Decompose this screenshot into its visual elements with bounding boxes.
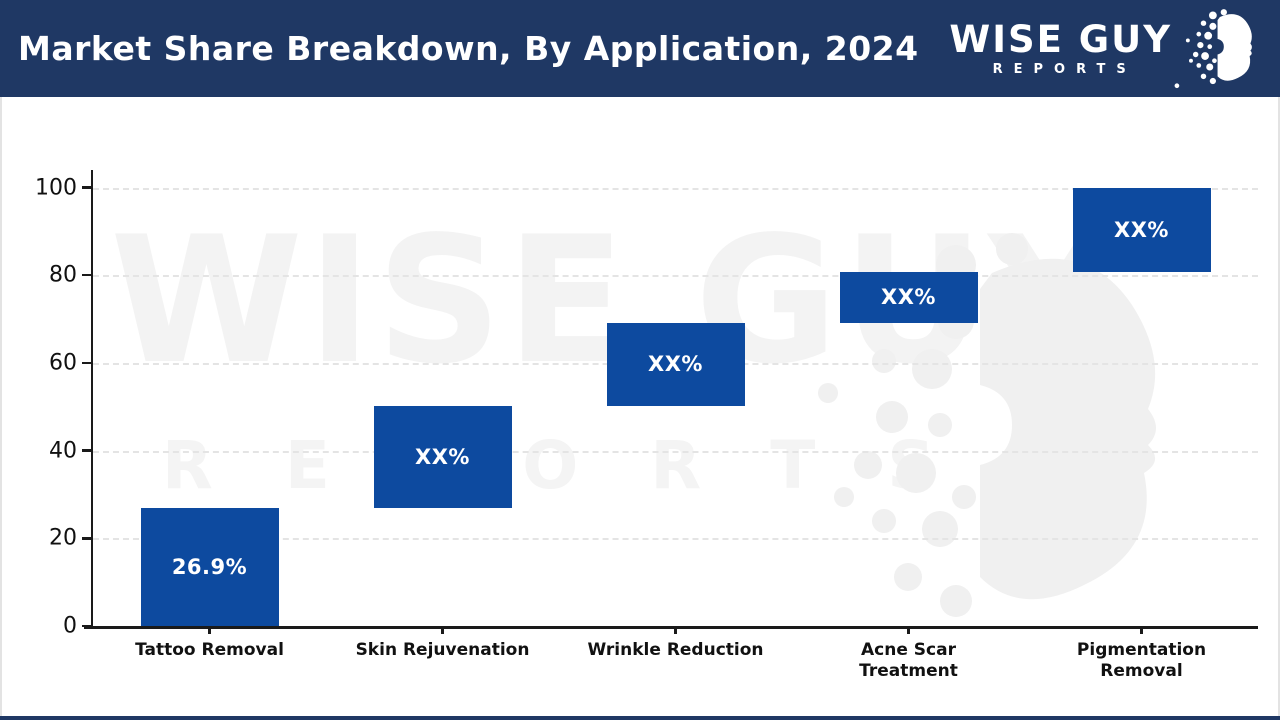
plot-area: 0 20 40 60 80 100 26.9% Tattoo Removal XX% Skin R… (35, 170, 1258, 681)
x-category-label-4: Pigmentation Removal (1076, 640, 1207, 682)
gridline-20 (93, 538, 1258, 541)
x-tick-mark-1 (441, 626, 444, 634)
y-tick-label-40: 40 (49, 438, 77, 464)
page-title: Market Share Breakdown, By Application, … (18, 29, 919, 68)
wiseguy-logo-text: WISE GUY REPORTS (949, 18, 1172, 77)
x-tick-mark-2 (674, 626, 677, 634)
bar-skin-rejuvenation: XX% (373, 406, 512, 509)
bar-value-label: XX% (648, 352, 703, 377)
bar-wrinkle-reduction: XX% (606, 322, 745, 407)
bar-acne-scar-treatment: XX% (839, 272, 978, 323)
x-tick-mark-0 (208, 626, 211, 634)
x-tick-mark-3 (907, 626, 910, 634)
gridline-40 (93, 450, 1258, 453)
footer-bar (0, 716, 1280, 720)
x-tick-mark-4 (1140, 626, 1143, 634)
y-tick-mark-0 (82, 624, 93, 628)
header-bar: Market Share Breakdown, By Application, … (0, 0, 1280, 97)
x-category-label-1: Skin Rejuvenation (355, 640, 530, 660)
y-tick-label-0: 0 (63, 613, 77, 639)
x-category-label-0: Tattoo Removal (135, 640, 284, 660)
wiseguy-logo: WISE GUY REPORTS (949, 6, 1258, 92)
y-tick-label-80: 80 (49, 262, 77, 288)
bar-value-label: XX% (415, 445, 470, 470)
bar-value-label: 26.9% (171, 555, 248, 580)
y-tick-mark-60 (82, 361, 93, 365)
bar-pigmentation-removal: XX% (1072, 187, 1211, 273)
logo-wordmark: WISE GUY (949, 18, 1172, 62)
y-tick-mark-100 (82, 186, 93, 189)
y-tick-label-60: 60 (49, 350, 77, 376)
x-category-label-3: Acne Scar Treatment (859, 640, 958, 682)
gridline-80 (93, 275, 1258, 278)
wiseguy-head-icon (1174, 9, 1252, 89)
bar-value-label: XX% (1114, 217, 1169, 242)
gridline-100 (93, 187, 1258, 190)
x-category-label-2: Wrinkle Reduction (587, 640, 764, 660)
y-tick-mark-20 (82, 537, 93, 540)
y-tick-label-100: 100 (35, 175, 77, 201)
bar-tattoo-removal: 26.9% (140, 508, 279, 626)
chart-canvas: WISE GUY REPORTS 0 20 40 60 80 100 26.9% Tattoo… (0, 97, 1280, 716)
bar-value-label: XX% (881, 285, 936, 310)
watermark-reports-text: REPORTS (162, 427, 1007, 504)
y-tick-mark-40 (82, 449, 93, 452)
x-axis-line (84, 626, 1258, 629)
logo-subtitle: REPORTS (992, 61, 1137, 77)
y-tick-label-20: 20 (49, 525, 77, 551)
y-tick-mark-80 (82, 273, 93, 277)
